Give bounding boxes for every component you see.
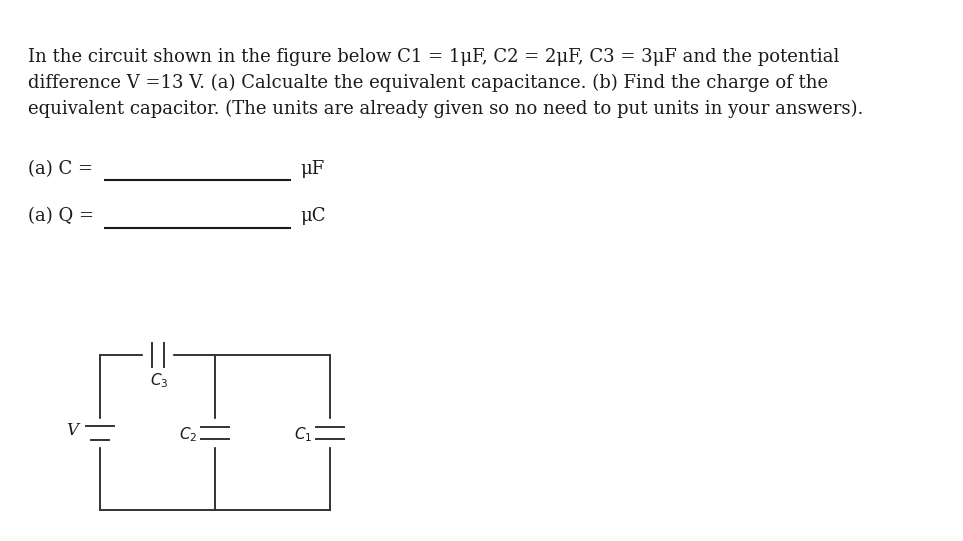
- Text: μC: μC: [300, 207, 325, 225]
- Text: V: V: [66, 422, 78, 439]
- Text: $C_2$: $C_2$: [179, 425, 197, 444]
- Text: In the circuit shown in the figure below C1 = 1μF, C2 = 2μF, C3 = 3μF and the po: In the circuit shown in the figure below…: [28, 48, 840, 66]
- Text: $C_3$: $C_3$: [150, 371, 169, 390]
- Text: (a) C =: (a) C =: [28, 160, 99, 178]
- Text: equivalent capacitor. (The units are already given so no need to put units in yo: equivalent capacitor. (The units are alr…: [28, 100, 864, 118]
- Text: (a) Q =: (a) Q =: [28, 207, 100, 225]
- Text: μF: μF: [300, 160, 325, 178]
- Text: difference V =13 V. (a) Calcualte the equivalent capacitance. (b) Find the charg: difference V =13 V. (a) Calcualte the eq…: [28, 74, 828, 93]
- Text: $C_1$: $C_1$: [294, 425, 312, 444]
